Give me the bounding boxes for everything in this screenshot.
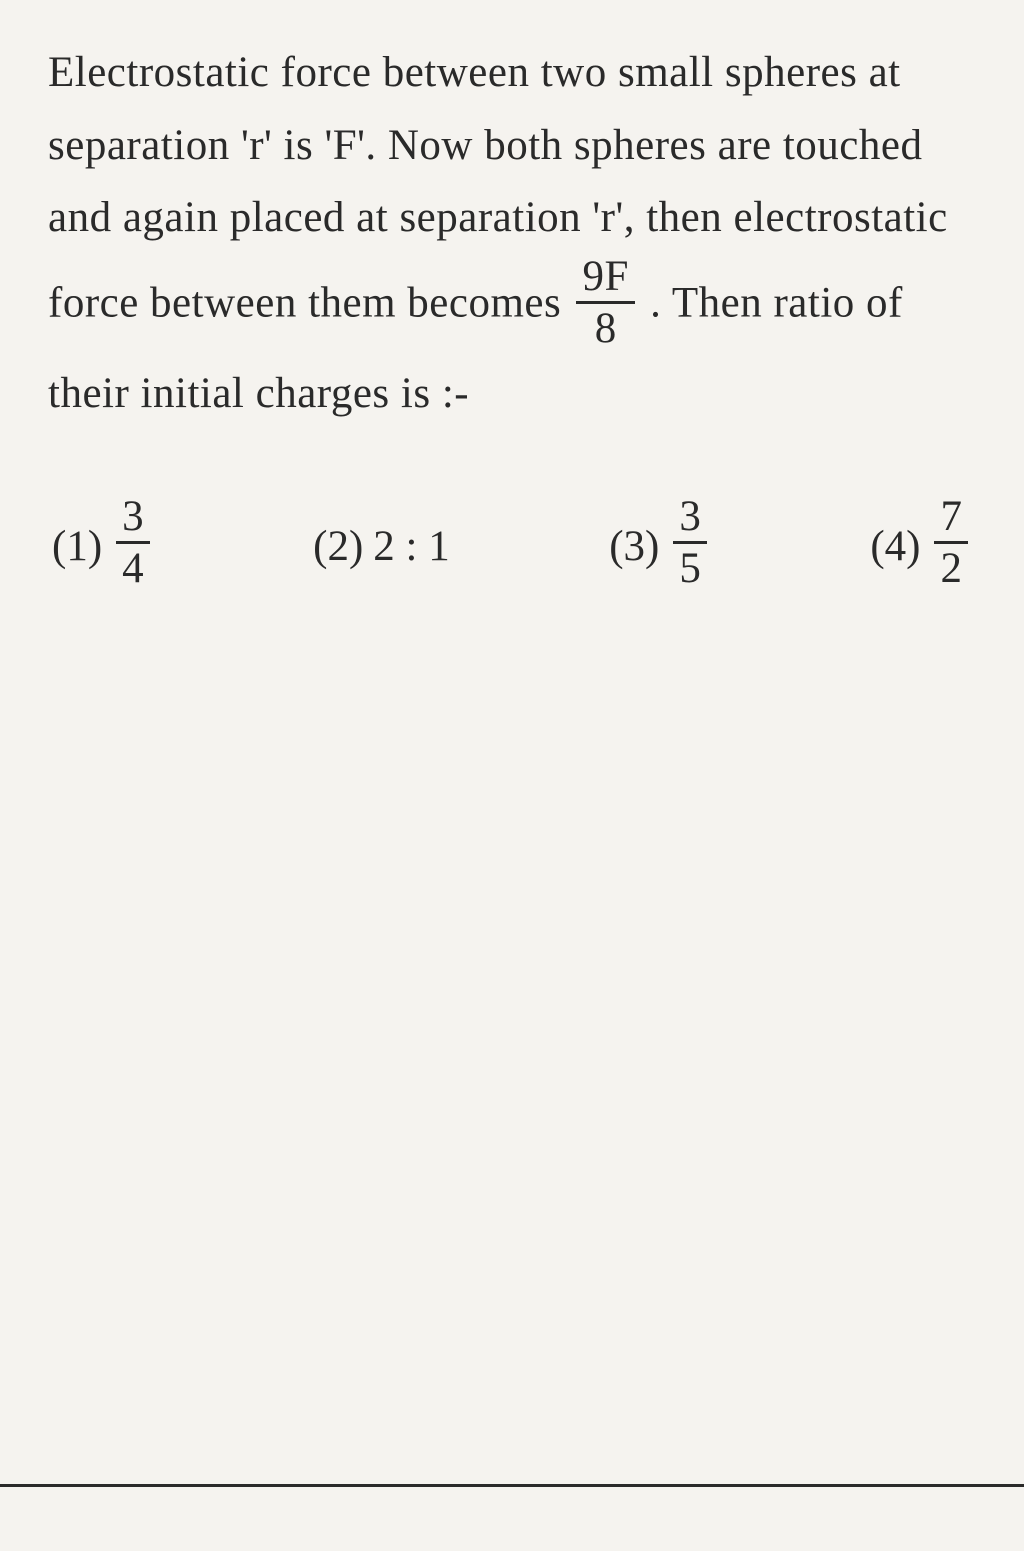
option-1-fraction: 3 4 (116, 494, 150, 591)
option-4-den: 2 (934, 544, 968, 591)
option-3-den: 5 (673, 544, 707, 591)
option-3-fraction: 3 5 (673, 494, 707, 591)
question-line-3: and again placed at separation 'r', then… (48, 185, 976, 252)
option-3-label: (3) (609, 522, 659, 571)
option-2-text: 2 : 1 (373, 522, 449, 571)
question-line-1: Electrostatic force between two small sp… (48, 40, 976, 107)
option-3-num: 3 (673, 494, 707, 544)
question-line-4b: . Then ratio of (650, 279, 903, 326)
option-4-label: (4) (870, 522, 920, 571)
question-line-4a: force between them becomes (48, 279, 572, 326)
option-1-num: 3 (116, 494, 150, 544)
option-4-num: 7 (934, 494, 968, 544)
option-2[interactable]: (2) 2 : 1 (313, 522, 450, 571)
option-4-fraction: 7 2 (934, 494, 968, 591)
option-1-den: 4 (116, 544, 150, 591)
fraction-9F-over-8: 9F 8 (576, 254, 634, 351)
question-block: Electrostatic force between two small sp… (48, 40, 976, 428)
option-1[interactable]: (1) 3 4 (52, 498, 154, 595)
fraction-numerator: 9F (576, 254, 634, 304)
bottom-rule (0, 1484, 1024, 1487)
option-1-label: (1) (52, 522, 102, 571)
question-line-2: separation 'r' is 'F'. Now both spheres … (48, 113, 976, 180)
option-4[interactable]: (4) 7 2 (870, 498, 972, 595)
option-2-label: (2) (313, 522, 363, 571)
options-row: (1) 3 4 (2) 2 : 1 (3) 3 5 (4) 7 2 (48, 498, 976, 595)
fraction-denominator: 8 (576, 304, 634, 351)
option-3[interactable]: (3) 3 5 (609, 498, 711, 595)
question-line-4: force between them becomes 9F 8 . Then r… (48, 258, 976, 355)
question-line-5: their initial charges is :- (48, 361, 976, 428)
